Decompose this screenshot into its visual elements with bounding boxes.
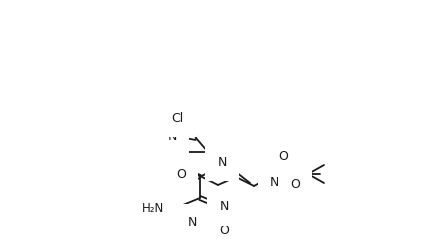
Text: O: O bbox=[176, 168, 186, 180]
Text: N: N bbox=[168, 160, 177, 173]
Text: H₂N: H₂N bbox=[142, 202, 164, 214]
Text: N: N bbox=[217, 156, 227, 168]
Text: N: N bbox=[168, 130, 177, 142]
Text: N: N bbox=[219, 200, 229, 213]
Text: Cl: Cl bbox=[172, 112, 184, 124]
Text: O: O bbox=[219, 224, 229, 237]
Text: O: O bbox=[290, 178, 300, 190]
Text: NH: NH bbox=[270, 176, 289, 188]
Text: O: O bbox=[278, 150, 288, 162]
Text: N: N bbox=[187, 216, 197, 230]
